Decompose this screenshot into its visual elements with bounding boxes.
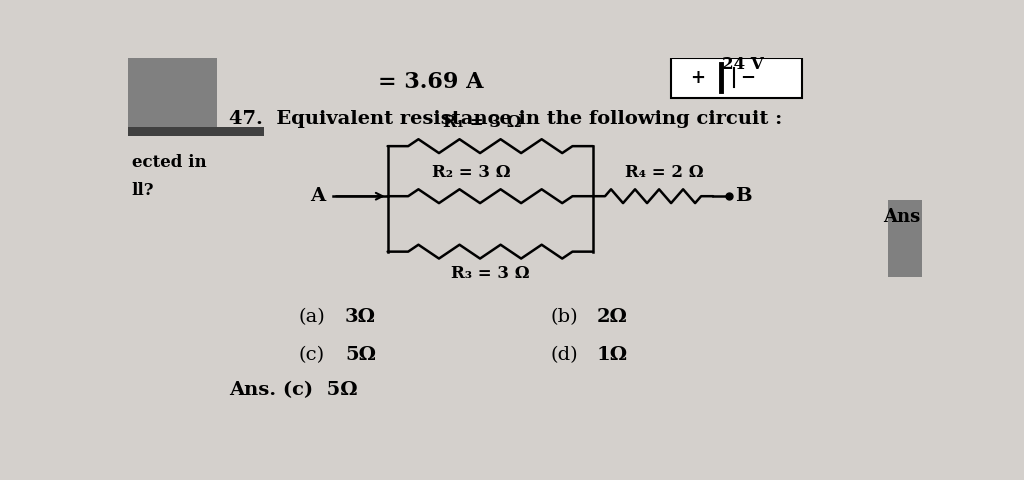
Text: (a): (a) [299, 308, 326, 326]
Bar [671, 58, 802, 97]
Text: B: B [735, 187, 752, 205]
Text: R₁ = 3 Ω: R₁ = 3 Ω [443, 114, 522, 131]
Text: Ans: Ans [883, 208, 920, 226]
Text: (d): (d) [550, 347, 578, 364]
Text: R₂ = 3 Ω: R₂ = 3 Ω [432, 164, 510, 181]
Text: 47.  Equivalent resistance in the following circuit :: 47. Equivalent resistance in the followi… [228, 110, 782, 128]
Text: −: − [740, 69, 756, 86]
Text: 1Ω: 1Ω [597, 347, 628, 364]
Text: ll?: ll? [132, 182, 155, 199]
Bar [128, 127, 263, 136]
Text: Ans. (c)  5Ω: Ans. (c) 5Ω [228, 381, 357, 399]
Text: A: A [310, 187, 326, 205]
Text: 2Ω: 2Ω [597, 308, 628, 326]
Text: = 3.69 A: = 3.69 A [378, 72, 483, 94]
Text: R₃ = 3 Ω: R₃ = 3 Ω [451, 265, 529, 283]
Bar [128, 58, 217, 127]
Text: ected in: ected in [132, 154, 207, 171]
Bar [888, 200, 922, 277]
Text: (c): (c) [299, 347, 325, 364]
Text: +: + [690, 69, 706, 86]
Text: 3Ω: 3Ω [345, 308, 376, 326]
Text: 5Ω: 5Ω [345, 347, 376, 364]
Text: R₄ = 2 Ω: R₄ = 2 Ω [626, 164, 705, 181]
Text: 24 V: 24 V [722, 56, 764, 73]
Text: (b): (b) [550, 308, 578, 326]
